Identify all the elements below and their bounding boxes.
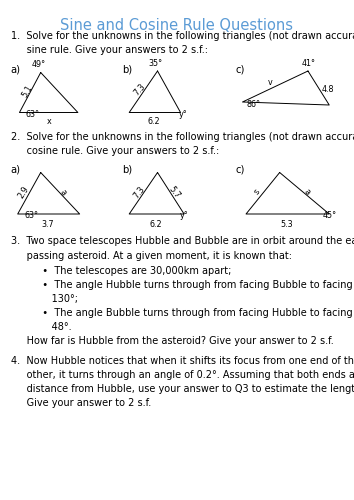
Text: 6.2: 6.2 xyxy=(149,220,162,229)
Text: 6.2: 6.2 xyxy=(148,117,160,126)
Text: y°: y° xyxy=(180,211,189,220)
Text: 5.1: 5.1 xyxy=(21,84,35,98)
Text: b): b) xyxy=(122,165,132,175)
Text: 86°: 86° xyxy=(246,100,260,109)
Text: •  The telescopes are 30,000km apart;: • The telescopes are 30,000km apart; xyxy=(11,266,231,276)
Text: sine rule. Give your answers to 2 s.f.:: sine rule. Give your answers to 2 s.f.: xyxy=(11,45,207,55)
Text: x: x xyxy=(46,117,51,126)
Text: 49°: 49° xyxy=(31,60,45,69)
Text: distance from Hubble, use your answer to Q3 to estimate the length of the astero: distance from Hubble, use your answer to… xyxy=(11,384,354,394)
Text: b): b) xyxy=(122,64,132,74)
Text: 3.7: 3.7 xyxy=(41,220,54,229)
Text: 41°: 41° xyxy=(302,59,316,68)
Text: a: a xyxy=(58,188,68,197)
Text: 5.7: 5.7 xyxy=(167,184,182,200)
Text: v: v xyxy=(267,78,272,87)
Text: 7.3: 7.3 xyxy=(132,184,147,200)
Text: 3.  Two space telescopes Hubble and Bubble are in orbit around the earth to obse: 3. Two space telescopes Hubble and Bubbl… xyxy=(11,236,354,246)
Text: 63°: 63° xyxy=(25,110,40,119)
Text: Give your answer to 2 s.f.: Give your answer to 2 s.f. xyxy=(11,398,151,408)
Text: 63°: 63° xyxy=(24,211,38,220)
Text: 48°.: 48°. xyxy=(11,322,71,332)
Text: 4.8: 4.8 xyxy=(321,86,334,94)
Text: a: a xyxy=(302,187,312,197)
Text: a): a) xyxy=(11,64,21,74)
Text: •  The angle Hubble turns through from facing Bubble to facing the asteroid is: • The angle Hubble turns through from fa… xyxy=(11,280,354,290)
Text: 130°;: 130°; xyxy=(11,294,78,304)
Text: cosine rule. Give your answers to 2 s.f.:: cosine rule. Give your answers to 2 s.f.… xyxy=(11,146,219,156)
Text: 5.3: 5.3 xyxy=(280,220,293,229)
Text: 35°: 35° xyxy=(149,59,163,68)
Text: 4.  Now Hubble notices that when it shifts its focus from one end of the asteroi: 4. Now Hubble notices that when it shift… xyxy=(11,356,354,366)
Text: Sine and Cosine Rule Questions: Sine and Cosine Rule Questions xyxy=(61,18,293,32)
Text: other, it turns through an angle of 0.2°. Assuming that both ends are the same: other, it turns through an angle of 0.2°… xyxy=(11,370,354,380)
Text: 2.  Solve for the unknowns in the following triangles (not drawn accurately) usi: 2. Solve for the unknowns in the followi… xyxy=(11,132,354,142)
Text: s: s xyxy=(253,188,262,196)
Text: 7.3: 7.3 xyxy=(132,82,147,98)
Text: 1.  Solve for the unknowns in the following triangles (not drawn accurately) usi: 1. Solve for the unknowns in the followi… xyxy=(11,31,354,41)
Text: How far is Hubble from the asteroid? Give your answer to 2 s.f.: How far is Hubble from the asteroid? Giv… xyxy=(11,336,333,346)
Text: c): c) xyxy=(235,64,245,74)
Text: 2.9: 2.9 xyxy=(17,184,31,200)
Text: •  The angle Bubble turns through from facing Hubble to facing the asteroid is: • The angle Bubble turns through from fa… xyxy=(11,308,354,318)
Text: passing asteroid. At a given moment, it is known that:: passing asteroid. At a given moment, it … xyxy=(11,251,292,261)
Text: c): c) xyxy=(235,165,245,175)
Text: 45°: 45° xyxy=(323,211,337,220)
Text: a): a) xyxy=(11,165,21,175)
Text: y°: y° xyxy=(179,110,188,119)
